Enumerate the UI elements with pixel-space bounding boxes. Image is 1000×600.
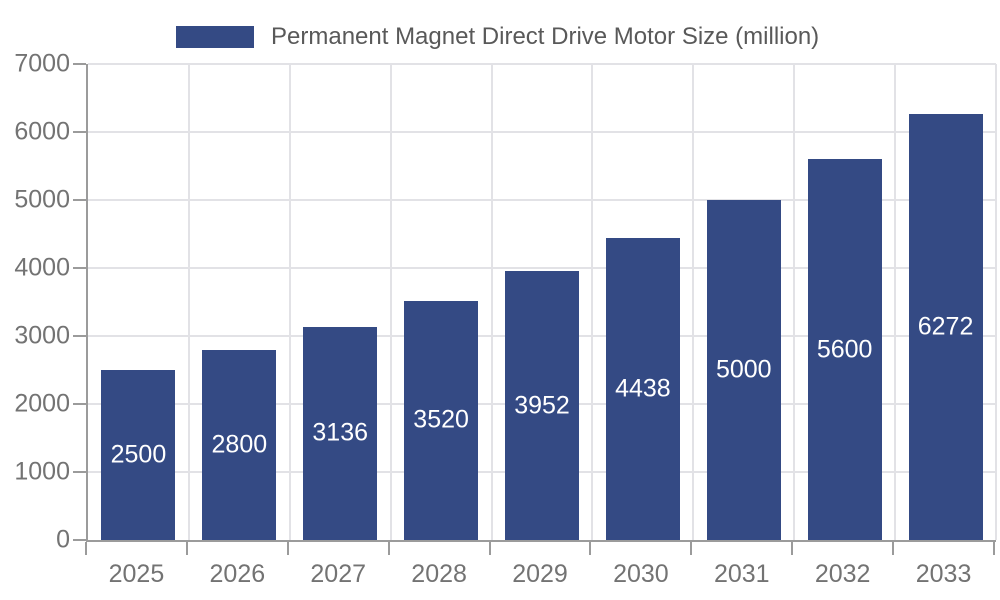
v-gridline [389,64,392,540]
v-gridline [591,64,594,540]
x-tick-mark [85,542,87,555]
legend-item[interactable]: Permanent Magnet Direct Drive Motor Size… [176,25,819,49]
y-tick-label: 5000 [14,185,70,214]
x-tick-mark [387,542,390,555]
x-tick-mark [589,542,592,555]
v-gridline [490,64,493,540]
bar-2032[interactable]: 5600 [807,159,882,540]
legend-label: Permanent Magnet Direct Drive Motor Size… [271,23,820,50]
bar-value-label: 6272 [917,312,974,341]
bar-2031[interactable]: 5000 [706,200,781,540]
v-gridline [793,64,796,540]
bar-value-label: 3136 [312,418,369,447]
y-tick-label: 6000 [14,117,70,146]
y-tick-mark [73,539,86,541]
bar-2027[interactable]: 3136 [303,326,378,540]
v-gridline [894,64,897,540]
x-tick-label: 2025 [108,560,165,588]
bar-value-label: 5000 [715,355,772,384]
y-tick-mark [73,63,86,65]
y-tick-label: 7000 [14,49,70,78]
bar-value-label: 4438 [615,374,671,403]
y-tick-mark [73,267,86,269]
y-tick-mark [73,131,86,133]
y-tick-mark [73,471,86,473]
h-gridline [88,267,996,269]
bar-value-label: 3952 [514,391,570,420]
x-tick-mark [488,542,491,555]
v-gridline [187,64,190,540]
v-gridline [288,64,291,540]
bar-2030[interactable]: 4438 [605,238,680,540]
h-gridline [88,63,996,65]
x-tick-label: 2030 [613,560,669,588]
bar-2026[interactable]: 2800 [202,349,277,540]
v-gridline [692,64,695,540]
x-tick-label: 2031 [713,560,770,588]
h-gridline [88,131,996,133]
h-gridline [88,199,996,201]
bar-2028[interactable]: 3520 [404,300,479,540]
x-tick-label: 2029 [512,560,568,588]
bar-value-label: 2800 [211,430,268,459]
legend-swatch-icon [176,26,254,48]
bar-value-label: 2500 [110,440,167,469]
y-tick-label: 0 [56,525,70,554]
bar-value-label: 3520 [413,405,469,434]
x-tick-label: 2028 [411,560,467,588]
y-tick-label: 2000 [14,389,70,418]
x-tick-mark [791,542,794,555]
x-tick-label: 2033 [915,560,972,588]
x-tick-label: 2032 [814,560,871,588]
y-tick-mark [73,199,86,201]
x-tick-mark [892,542,895,555]
y-tick-label: 4000 [14,253,70,282]
x-tick-mark [690,542,693,555]
x-tick-label: 2026 [209,560,266,588]
bar-2029[interactable]: 3952 [505,271,579,540]
v-gridline [995,64,997,540]
bar-2025[interactable]: 2500 [101,370,176,540]
x-tick-mark [993,542,995,555]
bar-value-label: 5600 [816,335,873,364]
plot-area: 2500 2800 3136 3520 3952 4438 5000 5600 6272 [86,63,997,542]
x-tick-mark [185,542,188,555]
x-tick-label: 2027 [310,560,367,588]
y-tick-mark [73,403,86,405]
y-tick-mark [73,335,86,337]
y-tick-label: 3000 [14,321,70,350]
bar-2033[interactable]: 6272 [908,113,983,540]
x-tick-mark [286,542,289,555]
y-tick-label: 1000 [14,457,70,486]
